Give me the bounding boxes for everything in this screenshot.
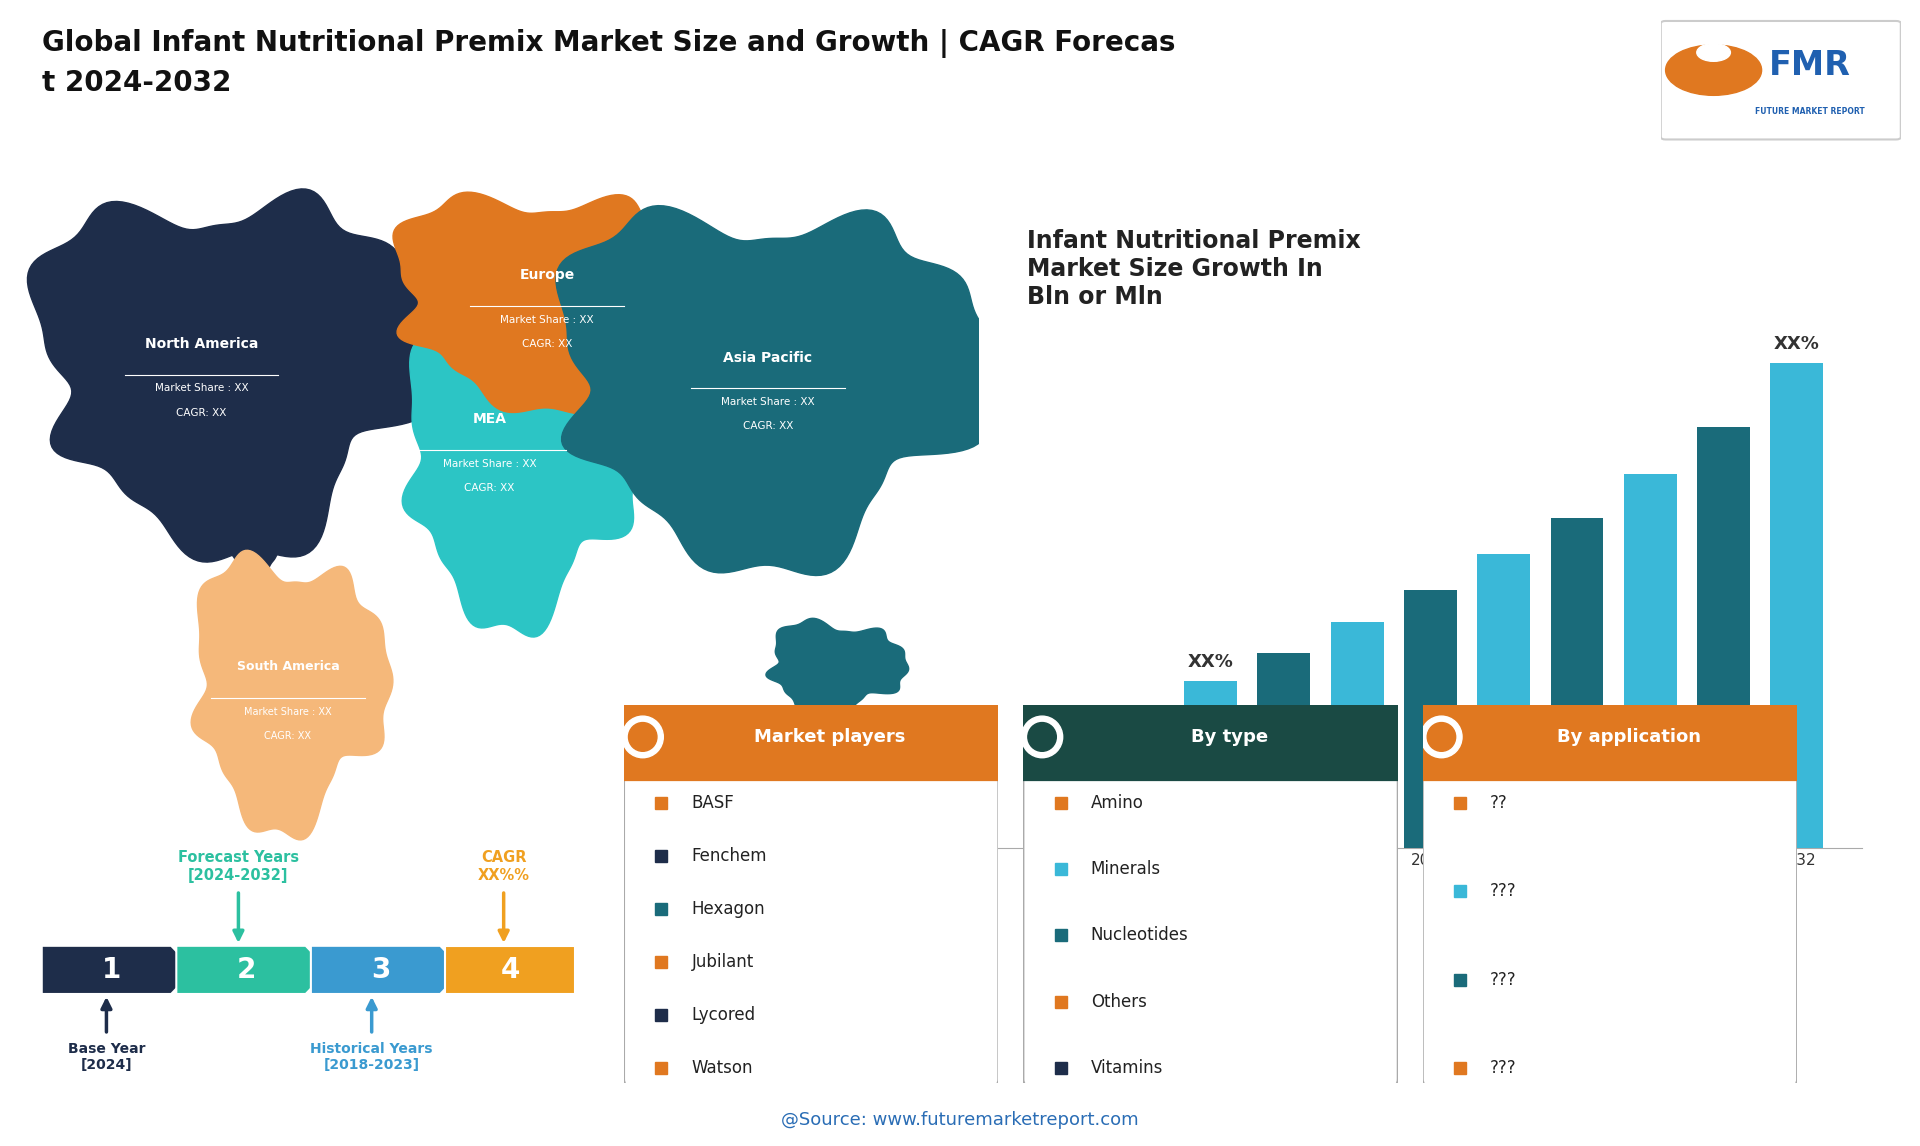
Text: South America: South America: [236, 660, 340, 674]
Text: t 2024-2032: t 2024-2032: [42, 69, 232, 96]
Text: Others: Others: [1091, 992, 1146, 1011]
Text: By application: By application: [1557, 728, 1701, 746]
Text: Hexagon: Hexagon: [691, 900, 764, 918]
Text: Market players: Market players: [755, 728, 906, 746]
Text: Jubilant: Jubilant: [691, 953, 755, 971]
Bar: [1404, 590, 1457, 848]
FancyBboxPatch shape: [1023, 766, 1398, 1086]
Text: Vitamins: Vitamins: [1091, 1059, 1164, 1077]
Text: FUTURE MARKET REPORT: FUTURE MARKET REPORT: [1755, 108, 1864, 116]
Text: Forecast Years
[2024-2032]: Forecast Years [2024-2032]: [179, 850, 300, 882]
Text: BASF: BASF: [691, 794, 733, 813]
FancyBboxPatch shape: [1423, 766, 1797, 1086]
Text: 4: 4: [501, 956, 520, 984]
Bar: [1476, 554, 1530, 848]
Polygon shape: [219, 485, 301, 578]
Circle shape: [1027, 723, 1056, 752]
Text: Market Share : XX: Market Share : XX: [501, 315, 593, 324]
Polygon shape: [557, 205, 996, 575]
Text: XX%: XX%: [1774, 336, 1820, 353]
Bar: [1037, 737, 1091, 848]
FancyBboxPatch shape: [624, 766, 998, 1086]
Text: CAGR: XX: CAGR: XX: [743, 422, 793, 431]
Text: 1: 1: [102, 956, 121, 984]
FancyBboxPatch shape: [1407, 693, 1812, 780]
FancyBboxPatch shape: [1008, 693, 1413, 780]
Text: By type: By type: [1190, 728, 1267, 746]
Text: @Source: www.futuremarketreport.com: @Source: www.futuremarketreport.com: [781, 1110, 1139, 1129]
Text: Amino: Amino: [1091, 794, 1144, 813]
Text: Fenchem: Fenchem: [691, 847, 766, 865]
Circle shape: [628, 723, 657, 752]
Polygon shape: [766, 619, 908, 720]
Text: CAGR
XX%%: CAGR XX%%: [478, 850, 530, 882]
Circle shape: [1421, 716, 1461, 758]
Text: Europe: Europe: [520, 268, 574, 282]
Text: XX%: XX%: [1188, 653, 1233, 672]
Text: Market Share : XX: Market Share : XX: [722, 398, 814, 407]
Bar: [1770, 363, 1824, 848]
Text: Historical Years
[2018-2023]: Historical Years [2018-2023]: [311, 1042, 432, 1073]
Text: Lycored: Lycored: [691, 1006, 755, 1023]
Polygon shape: [27, 189, 434, 562]
Text: Minerals: Minerals: [1091, 861, 1162, 878]
FancyBboxPatch shape: [1661, 21, 1901, 140]
Polygon shape: [401, 301, 645, 637]
Text: ???: ???: [1490, 971, 1517, 989]
Circle shape: [1697, 44, 1730, 62]
Polygon shape: [177, 945, 328, 994]
Bar: [1551, 518, 1603, 848]
Circle shape: [1021, 716, 1062, 758]
Text: Global Infant Nutritional Premix Market Size and Growth | CAGR Forecas: Global Infant Nutritional Premix Market …: [42, 29, 1175, 57]
Text: FMR: FMR: [1768, 48, 1851, 81]
Text: CAGR: XX: CAGR: XX: [265, 731, 311, 740]
Text: Market Share : XX: Market Share : XX: [156, 384, 248, 393]
Text: CAGR: XX: CAGR: XX: [522, 339, 572, 348]
Text: North America: North America: [144, 337, 259, 351]
Polygon shape: [445, 945, 574, 994]
Polygon shape: [42, 945, 194, 994]
Text: Nucleotides: Nucleotides: [1091, 926, 1188, 944]
Bar: [1331, 621, 1384, 848]
Circle shape: [622, 716, 662, 758]
Text: Base Year
[2024]: Base Year [2024]: [67, 1042, 146, 1073]
Text: Market Share : XX: Market Share : XX: [444, 460, 536, 469]
FancyBboxPatch shape: [609, 693, 1014, 780]
Text: CAGR: XX: CAGR: XX: [177, 408, 227, 417]
Polygon shape: [394, 193, 714, 414]
Bar: [1185, 681, 1236, 848]
Text: ???: ???: [1490, 882, 1517, 901]
Text: Infant Nutritional Premix
Market Size Growth In
Bln or Mln: Infant Nutritional Premix Market Size Gr…: [1027, 229, 1361, 308]
Polygon shape: [192, 550, 394, 840]
Bar: [1697, 426, 1749, 848]
Text: ??: ??: [1490, 794, 1507, 813]
Text: 2: 2: [236, 956, 255, 984]
Text: Watson: Watson: [691, 1059, 753, 1077]
Polygon shape: [311, 945, 463, 994]
Circle shape: [1665, 45, 1763, 95]
Bar: [1624, 474, 1676, 848]
Text: Asia Pacific: Asia Pacific: [724, 351, 812, 364]
Text: ???: ???: [1490, 1059, 1517, 1077]
Bar: [1112, 709, 1164, 848]
Text: CAGR: XX: CAGR: XX: [465, 484, 515, 493]
Text: MEA: MEA: [472, 413, 507, 426]
Text: 3: 3: [371, 956, 390, 984]
Text: Market Share : XX: Market Share : XX: [244, 707, 332, 716]
Circle shape: [1427, 723, 1455, 752]
Bar: [1258, 653, 1309, 848]
